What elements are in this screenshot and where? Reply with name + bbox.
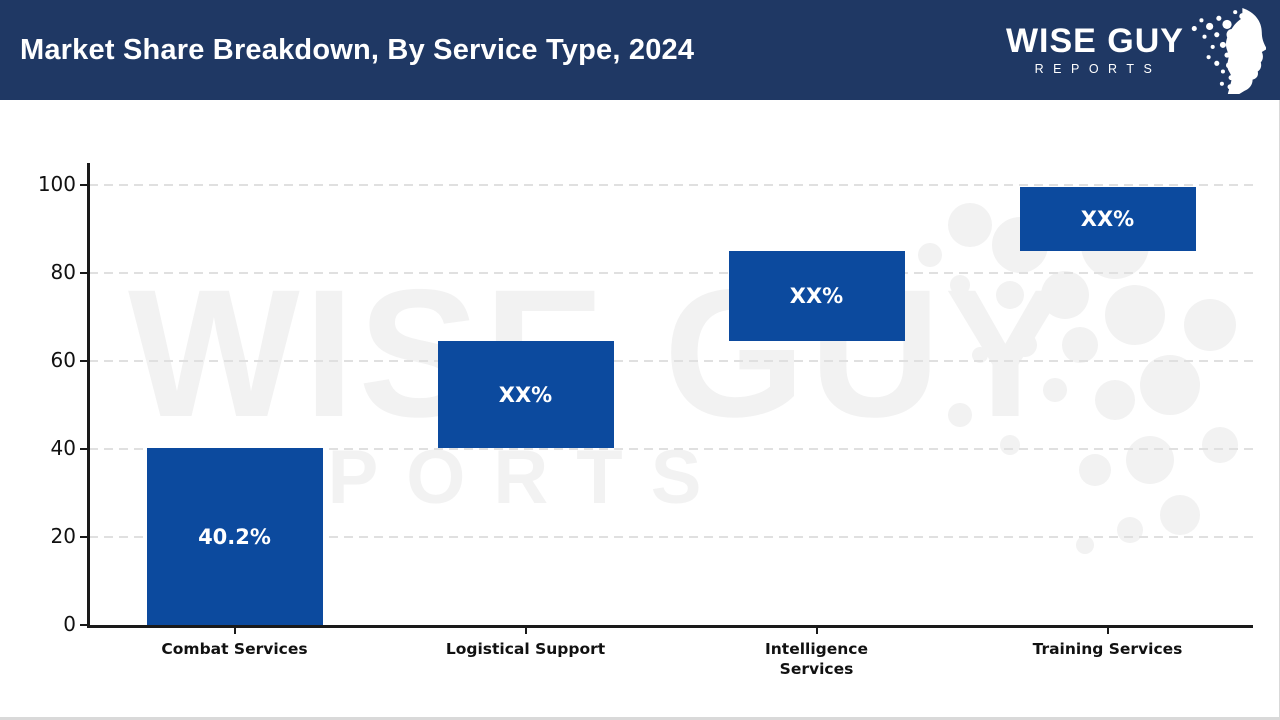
x-axis-label: Intelligence Services	[764, 640, 868, 679]
gridline	[89, 184, 1253, 186]
y-tick-mark	[80, 272, 88, 274]
logo-wordmark: WISE GUY REPORTS	[1006, 24, 1184, 76]
bar-value-label: XX%	[789, 284, 844, 309]
y-axis-line	[87, 163, 90, 627]
bar: XX%	[437, 341, 614, 449]
gridline	[89, 448, 1253, 450]
bar: XX%	[728, 251, 905, 342]
gridline	[89, 272, 1253, 274]
wise-guy-logo: WISE GUY REPORTS	[1006, 6, 1266, 94]
y-axis-tick-label: 40	[50, 436, 76, 460]
x-axis-label: Logistical Support	[445, 640, 606, 658]
y-axis-tick-label: 0	[63, 612, 76, 636]
x-tick-mark	[1106, 627, 1109, 634]
logo-wordmark-sub: REPORTS	[1034, 62, 1162, 76]
logo-wordmark-main: WISE GUY	[1005, 22, 1184, 60]
y-tick-mark	[80, 624, 88, 626]
x-axis-label: Training Services	[1032, 640, 1183, 658]
y-axis-tick-label: 80	[50, 260, 76, 284]
y-axis-tick-label: 20	[50, 524, 76, 548]
y-tick-mark	[80, 536, 88, 538]
x-tick-mark	[233, 627, 236, 634]
gridline	[89, 360, 1253, 362]
y-tick-mark	[80, 448, 88, 450]
y-axis-tick-label: 60	[50, 348, 76, 372]
y-tick-mark	[80, 360, 88, 362]
y-axis-tick-label: 100	[37, 172, 76, 196]
bar-value-label: 40.2%	[198, 524, 271, 549]
bar-value-label: XX%	[498, 382, 553, 407]
header: Market Share Breakdown, By Service Type,…	[0, 0, 1280, 100]
bar-value-label: XX%	[1080, 206, 1135, 231]
x-tick-mark	[524, 627, 527, 634]
gridline	[89, 536, 1253, 538]
chart-title: Market Share Breakdown, By Service Type,…	[20, 33, 695, 66]
x-axis-line	[87, 625, 1253, 628]
y-tick-mark	[80, 184, 88, 186]
x-tick-mark	[815, 627, 818, 634]
bar: 40.2%	[146, 448, 323, 625]
bar: XX%	[1019, 186, 1196, 251]
x-axis-label: Combat Services	[161, 640, 308, 658]
head-profile-icon	[1191, 8, 1266, 94]
